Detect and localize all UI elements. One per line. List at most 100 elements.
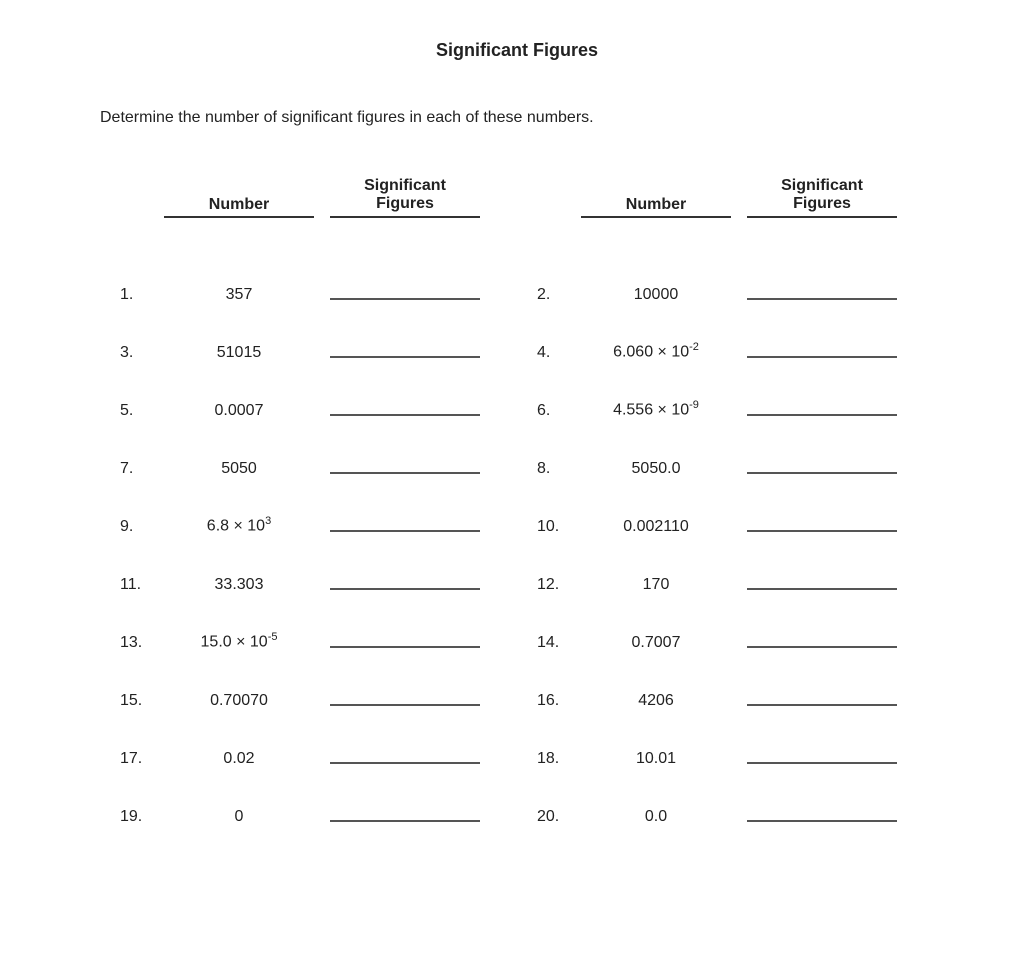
item-index: 4. bbox=[537, 344, 581, 362]
item-number: 33.303 bbox=[164, 576, 314, 594]
item-index: 11. bbox=[120, 576, 164, 594]
answer-blank[interactable] bbox=[330, 472, 480, 474]
item-index: 9. bbox=[120, 518, 164, 536]
list-item: 12. 170 bbox=[537, 536, 914, 594]
item-index: 12. bbox=[537, 576, 581, 594]
item-number: 357 bbox=[164, 286, 314, 304]
list-item: 9. 6.8 × 103 bbox=[120, 478, 497, 536]
answer-blank[interactable] bbox=[747, 472, 897, 474]
answer-blank[interactable] bbox=[747, 704, 897, 706]
answer-blank[interactable] bbox=[330, 530, 480, 532]
answer-blank[interactable] bbox=[330, 820, 480, 822]
answer-blank[interactable] bbox=[747, 356, 897, 358]
item-number: 0.70070 bbox=[164, 692, 314, 710]
answer-blank[interactable] bbox=[747, 530, 897, 532]
item-index: 1. bbox=[120, 286, 164, 304]
item-index: 15. bbox=[120, 692, 164, 710]
answer-blank[interactable] bbox=[747, 414, 897, 416]
answer-blank[interactable] bbox=[747, 762, 897, 764]
item-index: 2. bbox=[537, 286, 581, 304]
list-item: 5. 0.0007 bbox=[120, 362, 497, 420]
answer-blank[interactable] bbox=[747, 820, 897, 822]
answer-blank[interactable] bbox=[330, 298, 480, 300]
left-column: Number Significant Figures 1. 357 3. 510… bbox=[120, 177, 497, 826]
item-index: 7. bbox=[120, 460, 164, 478]
list-item: 17. 0.02 bbox=[120, 710, 497, 768]
header-number: Number bbox=[164, 196, 314, 218]
right-column: Number Significant Figures 2. 10000 4. 6… bbox=[537, 177, 914, 826]
answer-blank[interactable] bbox=[330, 704, 480, 706]
answer-blank[interactable] bbox=[330, 356, 480, 358]
item-number: 0.7007 bbox=[581, 634, 731, 652]
item-number: 0.02 bbox=[164, 750, 314, 768]
item-number: 10.01 bbox=[581, 750, 731, 768]
item-index: 18. bbox=[537, 750, 581, 768]
item-number: 0 bbox=[164, 808, 314, 826]
item-number: 4.556 × 10-9 bbox=[581, 399, 731, 419]
list-item: 6. 4.556 × 10-9 bbox=[537, 362, 914, 420]
list-item: 3. 51015 bbox=[120, 304, 497, 362]
item-exponent: -9 bbox=[689, 399, 699, 411]
header-sigfigs-line1: Significant bbox=[781, 177, 863, 194]
item-index: 16. bbox=[537, 692, 581, 710]
item-index: 19. bbox=[120, 808, 164, 826]
item-exponent: -5 bbox=[268, 631, 278, 643]
list-item: 1. 357 bbox=[120, 246, 497, 304]
answer-blank[interactable] bbox=[330, 646, 480, 648]
list-item: 10. 0.002110 bbox=[537, 478, 914, 536]
item-index: 14. bbox=[537, 634, 581, 652]
list-item: 2. 10000 bbox=[537, 246, 914, 304]
item-base: 4.556 × 10 bbox=[613, 402, 689, 419]
item-index: 13. bbox=[120, 634, 164, 652]
item-index: 10. bbox=[537, 518, 581, 536]
item-index: 5. bbox=[120, 402, 164, 420]
item-number: 6.060 × 10-2 bbox=[581, 341, 731, 361]
item-base: 15.0 × 10 bbox=[201, 634, 268, 651]
header-sigfigs-line2: Figures bbox=[376, 195, 434, 212]
item-number: 51015 bbox=[164, 344, 314, 362]
list-item: 11. 33.303 bbox=[120, 536, 497, 594]
column-header-row: Number Significant Figures bbox=[120, 177, 497, 218]
item-number: 0.0 bbox=[581, 808, 731, 826]
answer-blank[interactable] bbox=[747, 588, 897, 590]
item-number: 15.0 × 10-5 bbox=[164, 631, 314, 651]
item-number: 0.002110 bbox=[581, 518, 731, 536]
answer-blank[interactable] bbox=[747, 646, 897, 648]
item-index: 20. bbox=[537, 808, 581, 826]
item-number: 4206 bbox=[581, 692, 731, 710]
instructions-text: Determine the number of significant figu… bbox=[100, 109, 934, 127]
column-header-row: Number Significant Figures bbox=[537, 177, 914, 218]
worksheet-page: Significant Figures Determine the number… bbox=[0, 0, 1024, 866]
list-item: 15. 0.70070 bbox=[120, 652, 497, 710]
answer-blank[interactable] bbox=[330, 414, 480, 416]
header-sigfigs: Significant Figures bbox=[747, 177, 897, 218]
list-item: 18. 10.01 bbox=[537, 710, 914, 768]
worksheet-columns: Number Significant Figures 1. 357 3. 510… bbox=[100, 177, 934, 826]
list-item: 7. 5050 bbox=[120, 420, 497, 478]
list-item: 8. 5050.0 bbox=[537, 420, 914, 478]
item-index: 6. bbox=[537, 402, 581, 420]
list-item: 20. 0.0 bbox=[537, 768, 914, 826]
item-number: 5050 bbox=[164, 460, 314, 478]
item-number: 10000 bbox=[581, 286, 731, 304]
answer-blank[interactable] bbox=[330, 762, 480, 764]
list-item: 14. 0.7007 bbox=[537, 594, 914, 652]
item-index: 3. bbox=[120, 344, 164, 362]
header-number: Number bbox=[581, 196, 731, 218]
item-number: 6.8 × 103 bbox=[164, 515, 314, 535]
list-item: 13. 15.0 × 10-5 bbox=[120, 594, 497, 652]
answer-blank[interactable] bbox=[747, 298, 897, 300]
item-exponent: -2 bbox=[689, 341, 699, 353]
item-number: 5050.0 bbox=[581, 460, 731, 478]
item-number: 170 bbox=[581, 576, 731, 594]
item-index: 17. bbox=[120, 750, 164, 768]
item-number: 0.0007 bbox=[164, 402, 314, 420]
header-sigfigs-line2: Figures bbox=[793, 195, 851, 212]
item-base: 6.8 × 10 bbox=[207, 518, 265, 535]
list-item: 16. 4206 bbox=[537, 652, 914, 710]
page-title: Significant Figures bbox=[100, 40, 934, 61]
header-sigfigs-line1: Significant bbox=[364, 177, 446, 194]
item-index: 8. bbox=[537, 460, 581, 478]
header-sigfigs: Significant Figures bbox=[330, 177, 480, 218]
answer-blank[interactable] bbox=[330, 588, 480, 590]
